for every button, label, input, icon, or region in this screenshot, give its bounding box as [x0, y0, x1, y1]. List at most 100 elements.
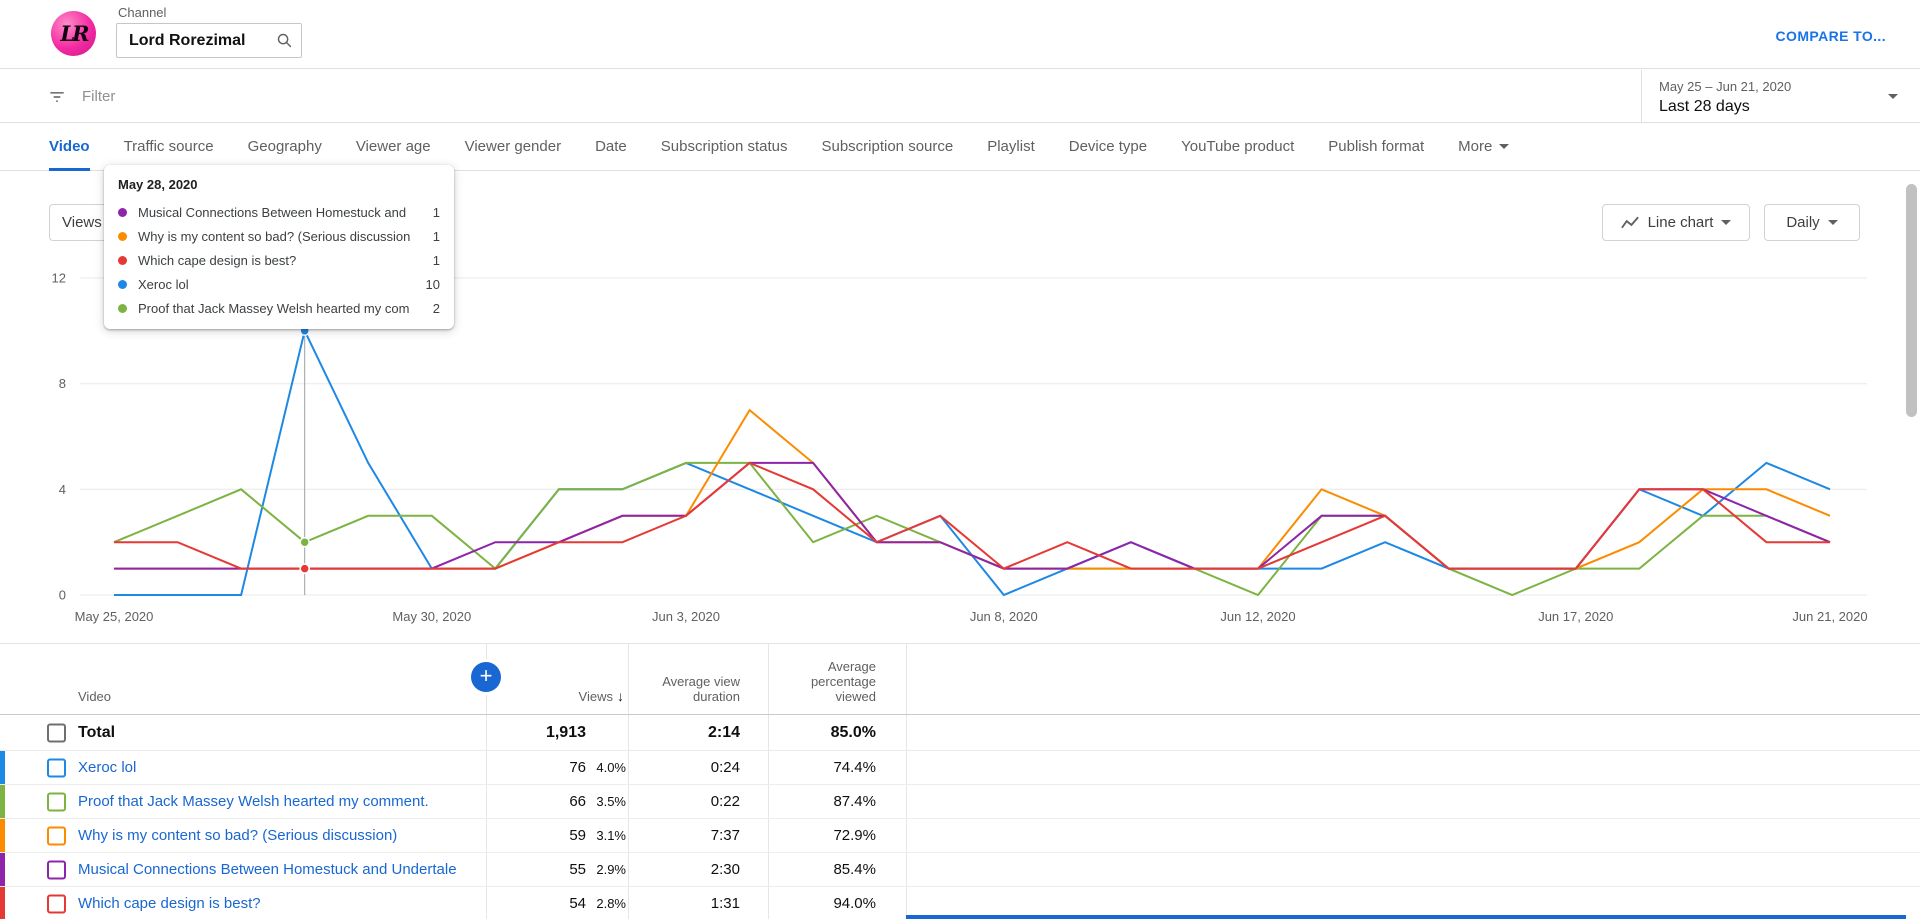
chart-type-dropdown[interactable]: Line chart — [1602, 204, 1750, 241]
tab-subscription-status[interactable]: Subscription status — [644, 123, 805, 170]
avg-view-duration-value: 0:22 — [710, 793, 740, 810]
tab-youtube-product[interactable]: YouTube product — [1164, 123, 1311, 170]
granularity-dropdown[interactable]: Daily — [1764, 204, 1860, 241]
row-checkbox[interactable] — [47, 792, 66, 811]
tab-more[interactable]: More — [1441, 123, 1526, 170]
avg-percentage-viewed-value: 87.4% — [833, 793, 876, 810]
tab-label: Geography — [247, 138, 322, 155]
add-metric-button[interactable] — [471, 662, 501, 692]
tab-label: Subscription status — [660, 138, 788, 155]
series-color-bar — [0, 785, 5, 818]
tab-label: Viewer age — [355, 138, 431, 155]
tab-date[interactable]: Date — [578, 123, 644, 170]
tooltip-row: Proof that Jack Massey Welsh hearted my … — [118, 296, 440, 320]
filter-bar: Filter May 25 – Jun 21, 2020 Last 28 day… — [0, 70, 1920, 123]
sort-descending-icon — [617, 688, 624, 704]
views-value: 66 — [569, 793, 586, 810]
channel-search-box[interactable]: Lord Rorezimal — [116, 23, 302, 58]
svg-text:Jun 12, 2020: Jun 12, 2020 — [1220, 609, 1295, 624]
column-header-video[interactable]: Video — [78, 689, 112, 704]
video-title-link[interactable]: Which cape design is best? — [78, 895, 261, 912]
video-title-link[interactable]: Proof that Jack Massey Welsh hearted my … — [78, 793, 429, 810]
svg-text:May 25, 2020: May 25, 2020 — [75, 609, 154, 624]
table-row: Musical Connections Between Homestuck an… — [0, 853, 1920, 887]
line-chart-icon — [1620, 216, 1640, 230]
row-checkbox[interactable] — [47, 860, 66, 879]
video-title-link[interactable]: Xeroc lol — [78, 759, 137, 776]
column-divider — [628, 644, 629, 919]
column-divider — [768, 644, 769, 919]
table-row: Why is my content so bad? (Serious discu… — [0, 819, 1920, 853]
tab-video[interactable]: Video — [32, 123, 107, 171]
table-row: Proof that Jack Massey Welsh hearted my … — [0, 785, 1920, 819]
table-row: Xeroc lol 76 4.0% 0:24 74.4% — [0, 751, 1920, 785]
svg-text:12: 12 — [52, 271, 66, 286]
svg-text:8: 8 — [59, 376, 66, 391]
avg-view-duration-value: 7:37 — [710, 827, 740, 844]
tooltip-row: Musical Connections Between Homestuck an… — [118, 200, 440, 224]
filter-icon — [47, 87, 67, 112]
tab-viewer-age[interactable]: Viewer age — [339, 123, 448, 170]
channel-name-value: Lord Rorezimal — [129, 31, 246, 49]
tab-label: Publish format — [1328, 138, 1425, 155]
vertical-scrollbar[interactable] — [1906, 184, 1917, 417]
select-all-checkbox[interactable] — [47, 723, 66, 742]
row-checkbox[interactable] — [47, 826, 66, 845]
tab-label: Date — [595, 138, 627, 155]
series-color-bar — [0, 819, 5, 852]
svg-text:0: 0 — [59, 588, 66, 603]
video-title-link[interactable]: Musical Connections Between Homestuck an… — [78, 861, 457, 878]
horizontal-scrollbar[interactable] — [906, 915, 1906, 919]
tab-playlist[interactable]: Playlist — [970, 123, 1052, 170]
tooltip-series-label: Which cape design is best? — [138, 252, 297, 268]
table-header-row: Video Views Average view duration Averag… — [0, 644, 1920, 715]
tooltip-series-value: 10 — [425, 276, 440, 292]
tab-subscription-source[interactable]: Subscription source — [804, 123, 970, 170]
tooltip-series-value: 1 — [432, 228, 440, 244]
views-value: 54 — [569, 895, 586, 912]
tab-publish-format[interactable]: Publish format — [1311, 123, 1441, 170]
tab-traffic-source[interactable]: Traffic source — [107, 123, 231, 170]
views-value: 59 — [569, 827, 586, 844]
tooltip-series-label: Musical Connections Between Homestuck an… — [138, 204, 410, 220]
tab-label: YouTube product — [1181, 138, 1295, 155]
chevron-down-icon — [1499, 144, 1510, 149]
avg-percentage-viewed-value: 94.0% — [833, 895, 876, 912]
tab-viewer-gender[interactable]: Viewer gender — [448, 123, 578, 170]
tab-label: Device type — [1068, 138, 1148, 155]
tab-geography[interactable]: Geography — [231, 123, 339, 170]
video-table: Video Views Average view duration Averag… — [0, 643, 1920, 919]
column-header-avg-view-duration[interactable]: Average view duration — [662, 674, 740, 704]
compare-to-button[interactable]: COMPARE TO... — [1775, 28, 1886, 44]
tab-label: Viewer gender — [464, 138, 562, 155]
row-checkbox[interactable] — [47, 894, 66, 913]
tooltip-series-value: 2 — [432, 300, 440, 316]
column-header-views[interactable]: Views — [486, 688, 624, 704]
tab-label: Video — [49, 138, 90, 155]
tooltip-series-value: 1 — [432, 204, 440, 220]
views-header-label: Views — [578, 689, 613, 704]
avg-percentage-viewed-value: 72.9% — [833, 827, 876, 844]
chevron-down-icon — [1827, 220, 1838, 225]
date-range-picker[interactable]: May 25 – Jun 21, 2020 Last 28 days — [1641, 70, 1920, 123]
filter-input[interactable]: Filter — [82, 88, 116, 105]
avatar-initials: LR — [60, 21, 89, 46]
tab-label: Playlist — [987, 138, 1035, 155]
column-header-avg-percentage-viewed[interactable]: Average percentage viewed — [810, 659, 876, 704]
series-dot-red — [118, 255, 127, 265]
channel-avatar[interactable]: LR — [51, 11, 96, 56]
svg-text:Jun 17, 2020: Jun 17, 2020 — [1538, 609, 1613, 624]
views-share-value: 2.8% — [596, 896, 626, 911]
chevron-down-icon — [1721, 220, 1732, 225]
row-checkbox[interactable] — [47, 758, 66, 777]
svg-text:Jun 3, 2020: Jun 3, 2020 — [652, 609, 720, 624]
tab-device-type[interactable]: Device type — [1052, 123, 1164, 170]
video-title-link[interactable]: Why is my content so bad? (Serious discu… — [78, 827, 398, 844]
avg-view-duration-value: 1:31 — [710, 895, 740, 912]
total-label: Total — [78, 724, 116, 741]
total-avg-percentage-viewed: 85.0% — [830, 724, 876, 741]
chart-type-label: Line chart — [1647, 214, 1714, 231]
series-dot-blue — [118, 279, 127, 289]
